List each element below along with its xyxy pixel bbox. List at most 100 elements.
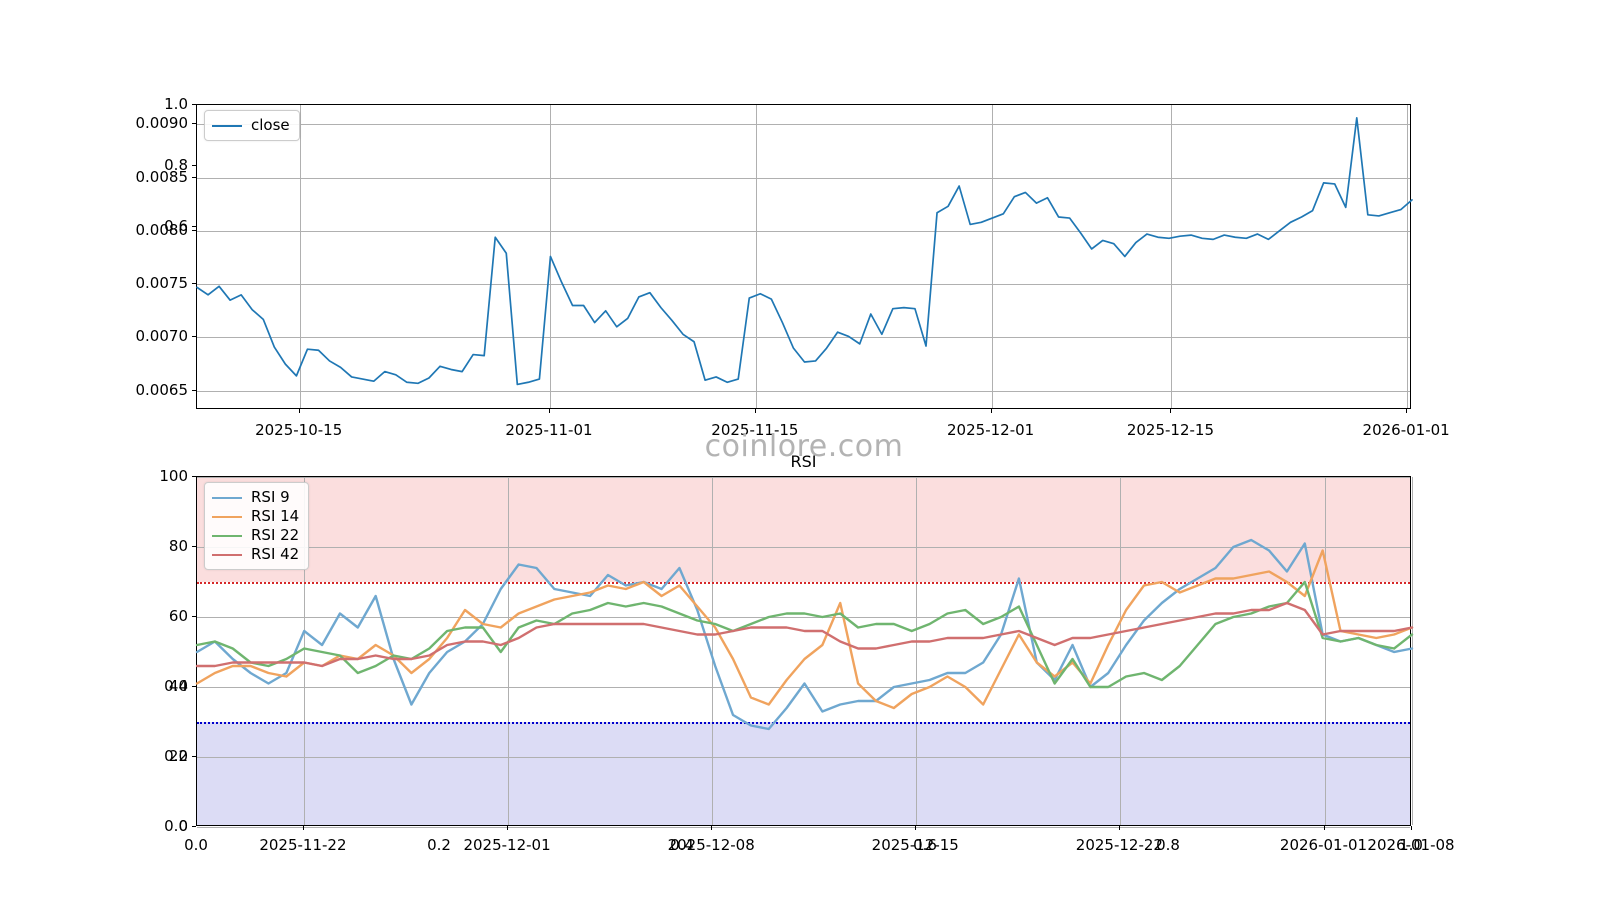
x-tick-mark bbox=[711, 826, 712, 830]
x-axis-label: 2025-12-15 bbox=[1126, 421, 1215, 439]
x-tick-mark bbox=[1119, 826, 1120, 830]
secondary-x-axis-label: 0.6 bbox=[913, 836, 937, 854]
y-tick-mark bbox=[192, 616, 196, 617]
series-line-rsi-42 bbox=[195, 601, 1414, 668]
gridline-horizontal bbox=[197, 827, 1410, 828]
secondary-y-tick-mark bbox=[192, 104, 196, 105]
y-axis-label: 0 bbox=[178, 817, 188, 835]
oversold-band bbox=[197, 722, 1410, 825]
overbought-threshold-line bbox=[197, 582, 1410, 584]
gridline-vertical bbox=[1412, 477, 1413, 825]
x-tick-mark bbox=[507, 826, 508, 830]
legend-item-label: RSI 14 bbox=[251, 507, 300, 525]
secondary-y-axis-label: 0.0 bbox=[164, 817, 188, 835]
x-axis-label: 2025-11-01 bbox=[505, 421, 593, 439]
secondary-y-axis-label: 0.8 bbox=[164, 156, 188, 174]
series-line-rsi-14 bbox=[195, 549, 1414, 710]
price-panel: 0.0065 0.0070 0.0075 0.0080 0.0085 0.0090 0.6 0… bbox=[0, 0, 1600, 440]
y-axis-label: 0.0075 bbox=[135, 274, 189, 293]
secondary-y-axis-label: 1.0 bbox=[164, 95, 188, 113]
secondary-x-axis-label: 0.0 bbox=[184, 836, 208, 854]
secondary-y-axis-label: 0.2 bbox=[164, 747, 188, 765]
legend-item: RSI 9 bbox=[212, 488, 299, 507]
secondary-y-tick-mark bbox=[192, 756, 196, 757]
gridline-horizontal bbox=[197, 178, 1410, 179]
rsi-legend: RSI 9 RSI 14 RSI 22 RSI 42 bbox=[204, 482, 310, 570]
y-tick-mark bbox=[192, 123, 196, 124]
secondary-y-tick-mark bbox=[192, 226, 196, 227]
legend-color-swatch bbox=[212, 553, 242, 556]
x-axis-label: 2026-01-01 bbox=[1362, 421, 1450, 439]
x-tick-mark bbox=[299, 409, 300, 413]
watermark: coinlore.com bbox=[704, 429, 904, 464]
x-axis-label: 2025-12-22 bbox=[1075, 836, 1163, 854]
series-line-rsi-22 bbox=[195, 580, 1414, 689]
gridline-horizontal bbox=[197, 477, 1410, 478]
gridline-horizontal bbox=[197, 687, 1410, 688]
rsi-series-layer bbox=[195, 538, 1414, 731]
gridline-horizontal bbox=[197, 337, 1410, 338]
x-axis-label: 2025-12-15 bbox=[871, 836, 959, 854]
y-tick-mark bbox=[192, 476, 196, 477]
price-series-layer bbox=[196, 116, 1413, 386]
y-axis-label: 60 bbox=[168, 607, 188, 625]
legend-item-label: RSI 22 bbox=[251, 526, 300, 544]
x-tick-mark bbox=[755, 409, 756, 413]
legend-color-swatch bbox=[212, 534, 242, 537]
legend-color-swatch bbox=[212, 515, 242, 518]
rsi-title: RSI bbox=[790, 452, 817, 471]
y-axis-label: 20 bbox=[168, 747, 188, 765]
gridline-vertical bbox=[300, 105, 301, 408]
secondary-y-axis-label: 0.4 bbox=[164, 677, 188, 695]
legend-item-label: close bbox=[251, 116, 290, 134]
x-tick-mark bbox=[1324, 826, 1325, 830]
legend-item-label: RSI 42 bbox=[251, 545, 300, 563]
x-axis-label: 2025-12-01 bbox=[463, 836, 551, 854]
gridline-horizontal bbox=[197, 617, 1410, 618]
secondary-y-tick-mark bbox=[192, 826, 196, 827]
legend-item: close bbox=[212, 116, 290, 135]
legend-item: RSI 14 bbox=[212, 507, 299, 526]
gridline-vertical bbox=[756, 105, 757, 408]
series-line-rsi-9 bbox=[195, 538, 1414, 731]
y-tick-mark bbox=[192, 230, 196, 231]
secondary-x-axis-label: 0.4 bbox=[670, 836, 694, 854]
gridline-horizontal bbox=[197, 547, 1410, 548]
legend-item-label: RSI 9 bbox=[251, 488, 290, 506]
x-axis-label: 2026-01-01 bbox=[1279, 836, 1368, 854]
x-axis-label: 2026-01-08 bbox=[1367, 836, 1455, 854]
y-axis-label: 80 bbox=[168, 537, 188, 555]
gridline-vertical bbox=[916, 477, 917, 825]
x-axis-label: 2025-12-01 bbox=[947, 421, 1035, 439]
secondary-y-tick-mark bbox=[192, 686, 196, 687]
price-legend: close bbox=[204, 110, 300, 141]
x-tick-mark bbox=[1411, 826, 1412, 830]
x-axis-label: 2025-11-22 bbox=[259, 836, 347, 854]
series-line-close bbox=[196, 116, 1413, 386]
legend-color-swatch bbox=[212, 496, 242, 499]
x-tick-mark bbox=[1170, 409, 1171, 413]
y-tick-mark bbox=[192, 546, 196, 547]
gridline-horizontal bbox=[197, 284, 1410, 285]
y-axis-label: 0.0065 bbox=[135, 380, 189, 399]
overbought-band bbox=[197, 477, 1410, 582]
secondary-y-tick-mark bbox=[192, 165, 196, 166]
gridline-vertical bbox=[1171, 105, 1172, 408]
secondary-x-axis-label: 0.8 bbox=[1156, 836, 1180, 854]
y-axis-label: 0.0070 bbox=[135, 327, 189, 346]
rsi-panel: 0 20 40 60 80 100 0.0 0.2 0.4 2025-11-22 2025-12-0… bbox=[0, 440, 1600, 900]
gridline-horizontal bbox=[197, 231, 1410, 232]
legend-color-swatch bbox=[212, 124, 242, 127]
x-tick-mark bbox=[915, 826, 916, 830]
price-plot-area bbox=[196, 104, 1413, 409]
gridline-vertical bbox=[508, 477, 509, 825]
gridline-vertical bbox=[1407, 105, 1408, 408]
x-axis-label: 2025-10-15 bbox=[255, 421, 343, 439]
legend-item: RSI 22 bbox=[212, 526, 299, 545]
x-tick-mark bbox=[303, 826, 304, 830]
y-tick-mark bbox=[192, 390, 196, 391]
x-tick-mark bbox=[1406, 409, 1407, 413]
legend-item: RSI 42 bbox=[212, 545, 299, 564]
gridline-horizontal bbox=[197, 391, 1410, 392]
